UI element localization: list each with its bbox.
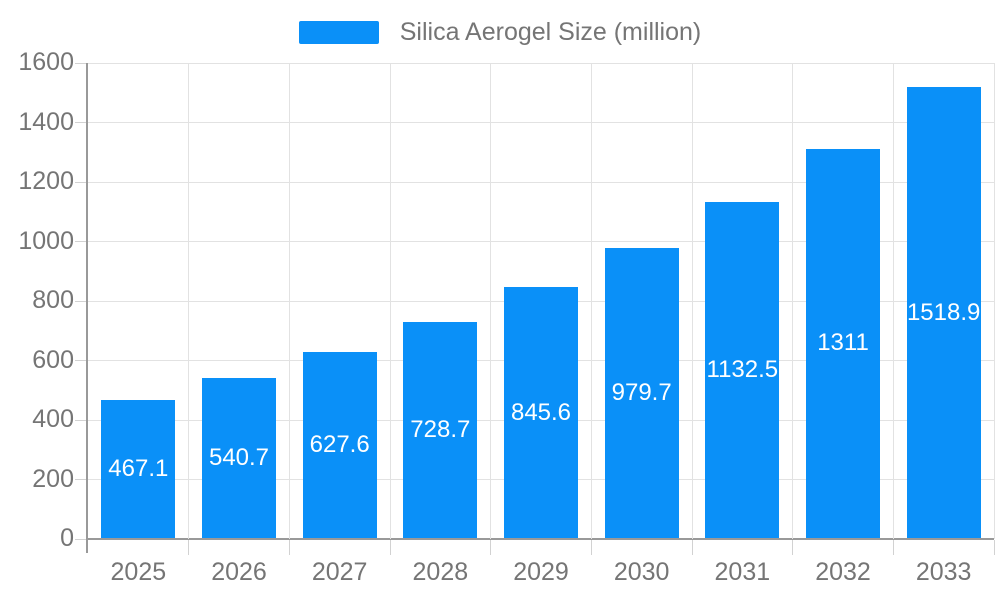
bar-value-label: 845.6 <box>510 398 572 426</box>
bar-value-label: 728.7 <box>410 416 471 444</box>
y-axis-label: 1600 <box>18 47 74 76</box>
x-tick-mark <box>892 540 894 555</box>
bar: 467.1 <box>101 400 176 538</box>
y-axis-label: 1400 <box>18 107 74 136</box>
x-axis-label: 2033 <box>915 558 972 586</box>
y-tick-mark <box>75 419 86 421</box>
y-tick-mark <box>75 62 86 64</box>
y-axis-label: 400 <box>32 404 74 433</box>
x-tick-mark <box>792 540 794 555</box>
bar-value-label: 1311 <box>817 329 869 357</box>
x-gridline <box>288 63 290 539</box>
y-axis-label: 200 <box>32 464 74 493</box>
x-axis-label: 2029 <box>513 558 569 586</box>
x-axis-label: 2031 <box>714 558 771 586</box>
x-gridline <box>490 63 492 539</box>
y-axis-label: 1000 <box>18 226 74 255</box>
bar: 979.7 <box>604 247 679 538</box>
bar-value-label: 467.1 <box>108 455 169 483</box>
bar: 845.6 <box>504 287 578 538</box>
x-axis-label: 2028 <box>412 558 469 586</box>
x-gridline <box>792 63 794 539</box>
x-axis-label: 2026 <box>211 558 267 586</box>
bar-value-label: 540.7 <box>208 444 270 472</box>
x-tick-mark <box>288 540 290 555</box>
bar: 627.6 <box>302 352 377 538</box>
y-axis-label: 800 <box>32 285 74 314</box>
x-gridline <box>389 63 391 539</box>
bar: 540.7 <box>202 378 276 538</box>
x-gridline <box>691 63 693 539</box>
legend-label: Silica Aerogel Size (million) <box>399 18 702 46</box>
bar: 1311 <box>806 148 880 538</box>
x-tick-mark <box>188 540 190 555</box>
y-gridline <box>88 181 994 183</box>
x-axis-label: 2025 <box>110 558 167 586</box>
bar: 1518.9 <box>906 87 981 538</box>
bar-value-label: 1132.5 <box>706 356 779 384</box>
bar-value-label: 627.6 <box>309 431 370 459</box>
y-axis-label: 1200 <box>18 166 74 195</box>
y-axis-line <box>86 63 88 553</box>
y-tick-mark <box>75 479 86 480</box>
x-axis-label: 2027 <box>311 558 368 586</box>
y-gridline <box>88 241 994 242</box>
y-tick-mark <box>75 360 86 361</box>
y-tick-mark <box>75 241 86 242</box>
y-axis-label: 0 <box>60 523 74 552</box>
bar: 1132.5 <box>705 202 780 538</box>
x-tick-mark <box>590 540 592 555</box>
x-tick-mark <box>490 540 492 555</box>
x-axis-label: 2030 <box>613 558 670 586</box>
x-gridline <box>892 63 894 539</box>
x-gridline <box>993 63 995 539</box>
y-axis-label: 600 <box>32 345 74 374</box>
plot-area: 467.1 540.7 627.6 728.7 845.6 979.7 1132.5 1311… <box>75 62 995 555</box>
x-tick-mark <box>389 540 391 555</box>
x-gridline <box>188 63 190 539</box>
x-axis-line <box>88 538 994 540</box>
y-tick-mark <box>75 122 86 123</box>
y-tick-mark <box>75 181 86 183</box>
x-axis-label: 2032 <box>815 558 871 586</box>
bar-value-label: 979.7 <box>611 378 672 406</box>
x-gridline <box>590 63 592 539</box>
y-tick-mark <box>75 300 86 302</box>
x-tick-mark <box>691 540 693 555</box>
y-gridline <box>88 122 994 123</box>
bar-value-label: 1518.9 <box>906 298 981 326</box>
legend[interactable]: Silica Aerogel Size (million) <box>0 18 1000 47</box>
y-gridline <box>88 62 994 64</box>
legend-swatch-icon <box>298 21 379 44</box>
bar: 728.7 <box>403 322 478 538</box>
x-tick-mark <box>993 540 995 555</box>
y-tick-mark <box>75 538 86 540</box>
